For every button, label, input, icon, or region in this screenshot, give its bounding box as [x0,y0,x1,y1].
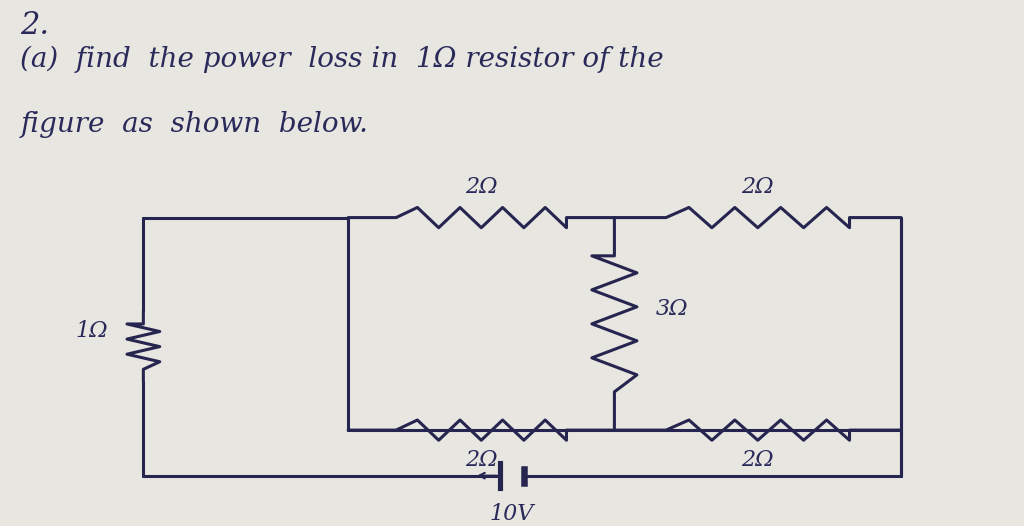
Text: 2Ω: 2Ω [465,176,498,198]
Text: figure  as  shown  below.: figure as shown below. [20,112,369,138]
Text: 10V: 10V [489,503,535,525]
Text: 3Ω: 3Ω [655,298,688,320]
Text: 2Ω: 2Ω [741,176,774,198]
Text: 2.: 2. [20,10,49,41]
Text: 2Ω: 2Ω [465,449,498,471]
Text: 2Ω: 2Ω [741,449,774,471]
Text: (a)  find  the power  loss in  1Ω resistor of the: (a) find the power loss in 1Ω resistor o… [20,46,665,73]
Text: 1Ω: 1Ω [76,320,109,342]
